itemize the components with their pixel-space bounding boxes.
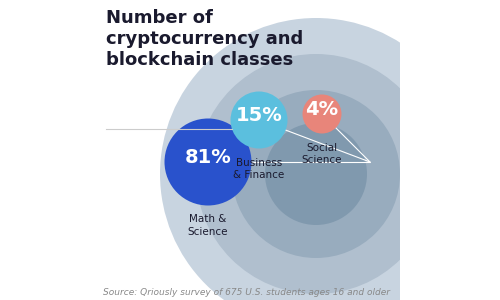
Text: Social
Science: Social Science (302, 142, 342, 165)
Text: 4%: 4% (306, 100, 338, 119)
Circle shape (302, 94, 342, 134)
Circle shape (232, 90, 400, 258)
Text: Business
& Finance: Business & Finance (234, 158, 284, 180)
Circle shape (160, 18, 472, 300)
Text: 81%: 81% (184, 148, 232, 167)
Circle shape (265, 123, 367, 225)
Circle shape (196, 54, 436, 294)
Circle shape (164, 118, 252, 206)
Text: Source: Qriously survey of 675 U.S. students ages 16 and older: Source: Qriously survey of 675 U.S. stud… (103, 288, 390, 297)
Text: Number of
cryptocurrency and
blockchain classes: Number of cryptocurrency and blockchain … (106, 9, 303, 69)
Text: Math &
Science: Math & Science (188, 214, 228, 237)
Text: 15%: 15% (236, 106, 282, 125)
Circle shape (230, 92, 287, 148)
